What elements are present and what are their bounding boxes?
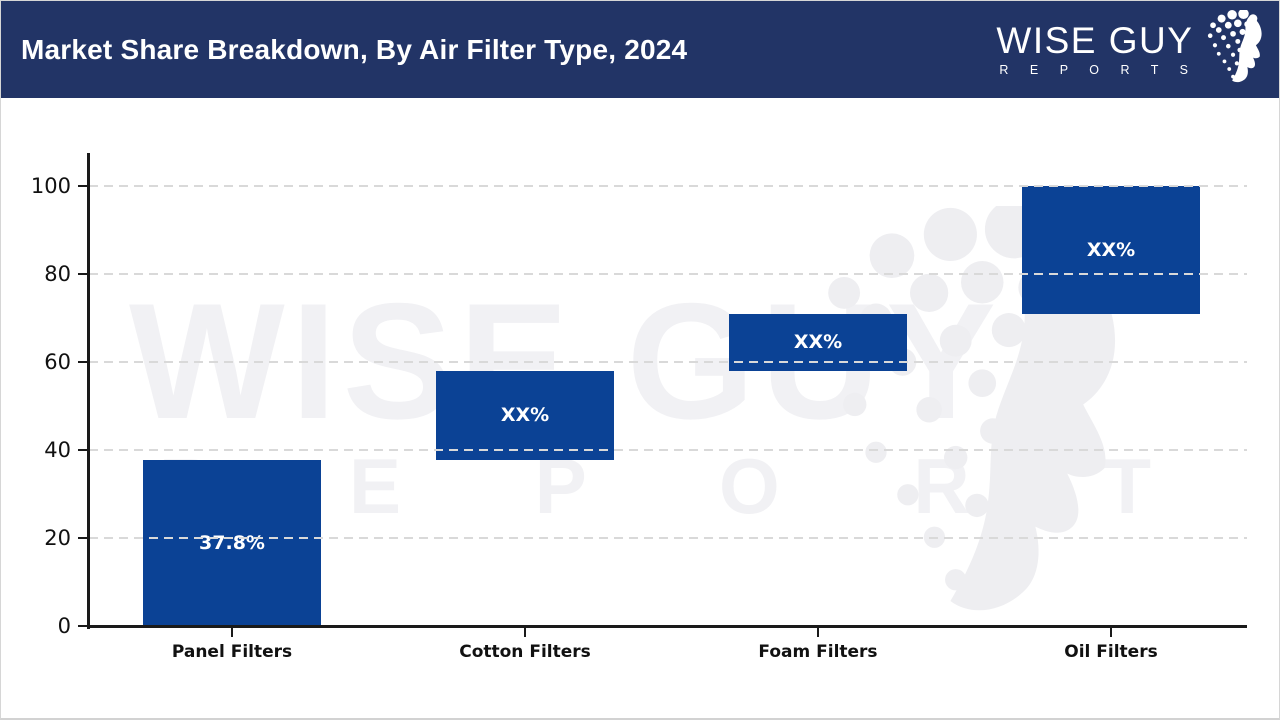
bar-value-label: XX% — [1086, 238, 1136, 261]
y-tick-label: 100 — [30, 174, 71, 198]
y-tick — [78, 361, 87, 363]
bar: 37.8% — [143, 459, 321, 626]
x-tick — [231, 628, 233, 637]
x-category-label: Cotton Filters — [459, 642, 591, 662]
y-tick-label: 40 — [44, 438, 71, 462]
y-tick — [78, 273, 87, 275]
y-tick-label: 0 — [57, 614, 71, 638]
y-tick-label: 80 — [44, 262, 71, 286]
x-category-label: Foam Filters — [758, 642, 878, 662]
bar-value-label: XX% — [500, 404, 550, 427]
wiseguy-head-icon — [1207, 9, 1262, 82]
x-category-label: Oil Filters — [1064, 642, 1158, 662]
x-tick — [524, 628, 526, 637]
gridline — [89, 273, 1247, 275]
gridline — [89, 185, 1247, 187]
gridline — [89, 361, 1247, 363]
bar: XX% — [1022, 186, 1200, 314]
y-tick — [78, 449, 87, 451]
y-tick-label: 20 — [44, 526, 71, 550]
wiseguy-logo: WISE GUY R E P O R T S — [996, 9, 1265, 90]
logo-wordmark: WISE GUY R E P O R T S — [996, 22, 1197, 77]
x-tick — [817, 628, 819, 637]
logo-wordmark-top: WISE GUY — [996, 20, 1194, 61]
y-tick — [78, 625, 87, 627]
x-category-label: Panel Filters — [171, 642, 293, 662]
x-axis-line — [87, 625, 1247, 628]
y-tick-label: 60 — [44, 350, 71, 374]
bar-value-label: XX% — [793, 331, 843, 354]
gridline — [89, 537, 1247, 539]
bar: XX% — [436, 370, 614, 460]
y-axis-line — [87, 153, 90, 629]
logo-wordmark-bottom: R E P O R T S — [999, 63, 1197, 77]
x-tick — [1110, 628, 1112, 637]
page-title: Market Share Breakdown, By Air Filter Ty… — [21, 33, 688, 65]
y-tick — [78, 537, 87, 539]
bar-value-label: 37.8% — [199, 531, 265, 554]
gridline — [89, 449, 1247, 451]
y-tick — [78, 185, 87, 187]
header-bar: Market Share Breakdown, By Air Filter Ty… — [1, 1, 1279, 98]
